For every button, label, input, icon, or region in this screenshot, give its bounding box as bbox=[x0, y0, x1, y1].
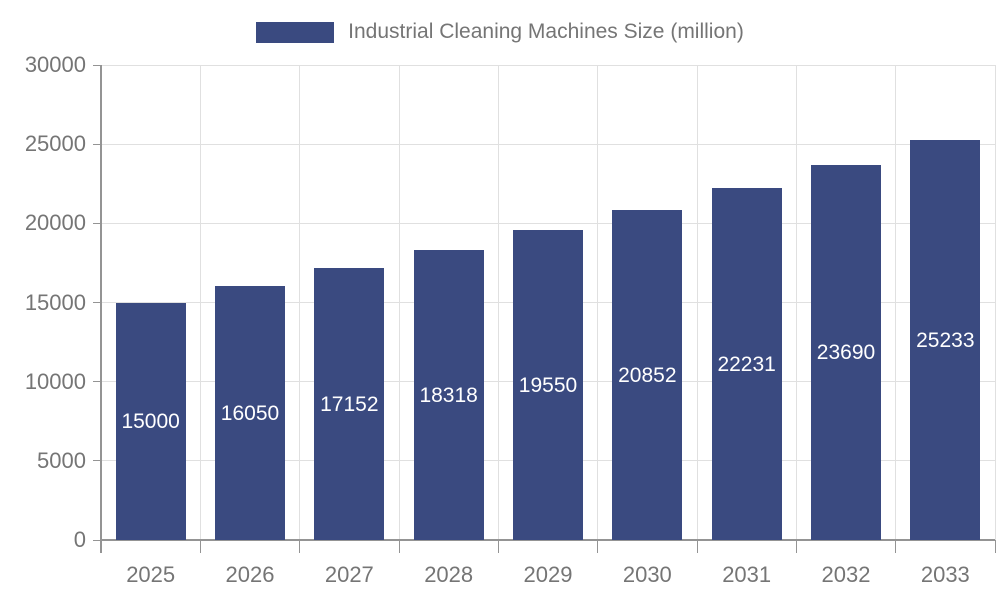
x-axis-tick bbox=[895, 540, 897, 553]
x-axis-label: 2030 bbox=[622, 562, 672, 587]
x-axis-label: 2026 bbox=[225, 562, 275, 587]
x-axis-tick bbox=[299, 540, 301, 553]
x-axis-tick bbox=[795, 540, 797, 553]
x-axis-tick bbox=[199, 540, 201, 553]
x-axis-label: 2029 bbox=[523, 562, 573, 587]
y-axis-tick bbox=[93, 222, 101, 224]
x-axis-tick bbox=[994, 540, 996, 553]
y-axis-label: 0 bbox=[73, 527, 86, 552]
x-axis-label: 2033 bbox=[920, 562, 970, 587]
y-axis-label: 15000 bbox=[24, 289, 86, 315]
legend-swatch bbox=[256, 21, 335, 43]
y-axis-tick bbox=[93, 302, 101, 303]
bar-2025[interactable] bbox=[115, 302, 186, 540]
legend-label: Industrial Cleaning Machines Size (milli… bbox=[348, 20, 744, 43]
bar-2026[interactable] bbox=[215, 285, 285, 540]
bar-2032[interactable] bbox=[811, 164, 881, 540]
x-gridline bbox=[994, 65, 996, 540]
y-gridline bbox=[101, 64, 995, 66]
bar-2029[interactable] bbox=[513, 230, 583, 540]
y-axis-tick bbox=[93, 539, 101, 541]
x-gridline bbox=[696, 65, 698, 540]
bar-2033[interactable] bbox=[910, 140, 981, 540]
x-gridline bbox=[895, 65, 897, 540]
bar-2028[interactable] bbox=[413, 249, 484, 540]
y-axis-label: 5000 bbox=[37, 447, 86, 473]
y-axis-label: 20000 bbox=[24, 210, 86, 236]
x-gridline bbox=[597, 65, 599, 540]
x-axis-tick bbox=[597, 540, 599, 553]
bar-2030[interactable] bbox=[612, 209, 683, 540]
x-axis-label: 2028 bbox=[424, 562, 474, 587]
x-axis-tick bbox=[398, 540, 400, 553]
x-axis-label: 2032 bbox=[821, 562, 871, 587]
x-gridline bbox=[299, 65, 301, 540]
x-axis-label: 2031 bbox=[722, 562, 772, 587]
x-axis-label: 2025 bbox=[126, 562, 176, 587]
x-axis-tick bbox=[497, 540, 499, 553]
bar-2031[interactable] bbox=[711, 188, 782, 540]
legend[interactable]: Industrial Cleaning Machines Size (milli… bbox=[0, 20, 1000, 44]
x-axis-tick bbox=[696, 540, 698, 553]
y-axis-label: 10000 bbox=[24, 368, 86, 394]
y-axis-tick bbox=[93, 460, 101, 462]
y-axis-label: 30000 bbox=[24, 52, 86, 77]
y-axis-line bbox=[100, 65, 102, 553]
y-axis-tick bbox=[93, 143, 101, 145]
x-gridline bbox=[398, 65, 400, 540]
x-gridline bbox=[795, 65, 797, 540]
bar-2027[interactable] bbox=[314, 268, 385, 540]
x-gridline bbox=[199, 65, 201, 540]
x-gridline bbox=[497, 65, 499, 540]
y-axis-label: 25000 bbox=[24, 131, 86, 157]
y-axis-tick bbox=[93, 381, 101, 383]
y-axis-tick bbox=[93, 64, 101, 66]
x-axis-tick bbox=[100, 540, 102, 553]
y-gridline bbox=[101, 143, 995, 145]
x-axis-label: 2027 bbox=[324, 562, 374, 587]
